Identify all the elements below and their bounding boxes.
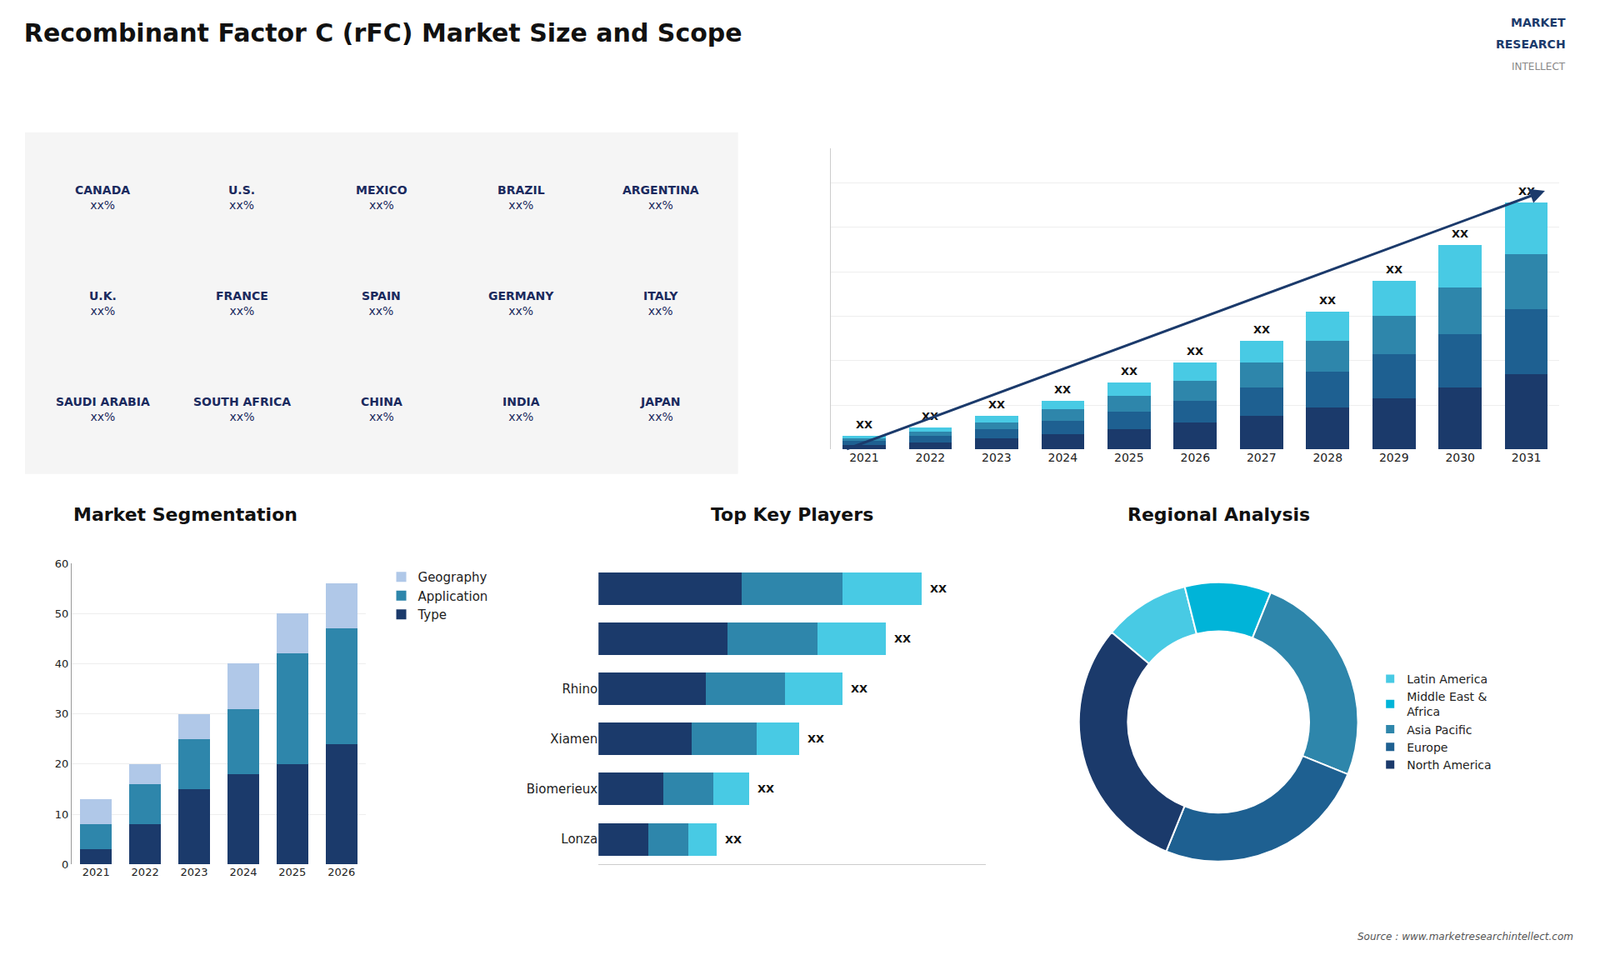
svg-text:Latin America: Latin America bbox=[1406, 672, 1488, 686]
svg-text:Geography: Geography bbox=[418, 570, 488, 585]
svg-text:FRANCExx%: FRANCExx% bbox=[215, 289, 269, 318]
svg-text:XX: XX bbox=[988, 398, 1005, 411]
svg-text:2028: 2028 bbox=[1312, 450, 1343, 465]
svg-text:XX: XX bbox=[807, 732, 825, 745]
svg-text:XX: XX bbox=[894, 632, 911, 645]
svg-text:XX: XX bbox=[757, 782, 775, 795]
svg-text:XX: XX bbox=[1253, 323, 1270, 336]
svg-text:2027: 2027 bbox=[1246, 450, 1277, 465]
svg-text:RESEARCH: RESEARCH bbox=[1495, 37, 1566, 51]
svg-text:2021: 2021 bbox=[849, 450, 880, 465]
svg-text:10: 10 bbox=[55, 808, 70, 821]
svg-text:40: 40 bbox=[55, 657, 70, 670]
svg-text:XX: XX bbox=[1186, 345, 1204, 358]
svg-text:Type: Type bbox=[417, 607, 447, 623]
svg-text:2022: 2022 bbox=[915, 450, 946, 465]
svg-text:North America: North America bbox=[1406, 758, 1491, 772]
svg-text:U.K.xx%: U.K.xx% bbox=[89, 289, 117, 318]
svg-text:SAUDI ARABIAxx%: SAUDI ARABIAxx% bbox=[55, 395, 150, 424]
svg-text:SOUTH AFRICAxx%: SOUTH AFRICAxx% bbox=[193, 395, 291, 424]
svg-text:2024: 2024 bbox=[1048, 450, 1079, 465]
svg-text:Europe: Europe bbox=[1406, 740, 1448, 755]
svg-text:Rhino: Rhino bbox=[561, 681, 598, 697]
svg-text:INDIAxx%: INDIAxx% bbox=[502, 395, 540, 424]
svg-text:CHINAxx%: CHINAxx% bbox=[360, 395, 403, 424]
svg-text:Top Key Players: Top Key Players bbox=[710, 504, 874, 525]
svg-text:XX: XX bbox=[1120, 365, 1138, 378]
svg-text:2025: 2025 bbox=[1114, 450, 1145, 465]
svg-text:Lonza: Lonza bbox=[560, 831, 598, 847]
svg-text:CANADAxx%: CANADAxx% bbox=[75, 183, 130, 212]
svg-text:50: 50 bbox=[55, 607, 70, 620]
svg-text:2023: 2023 bbox=[981, 450, 1012, 465]
svg-text:2025: 2025 bbox=[278, 865, 306, 879]
svg-text:Source : www.marketresearchint: Source : www.marketresearchintellect.com bbox=[1357, 930, 1574, 943]
svg-text:XX: XX bbox=[921, 410, 939, 423]
svg-text:XX: XX bbox=[1518, 185, 1535, 198]
svg-text:BRAZILxx%: BRAZILxx% bbox=[497, 183, 545, 212]
svg-text:Regional Analysis: Regional Analysis bbox=[1127, 504, 1310, 525]
svg-text:XX: XX bbox=[1319, 294, 1336, 307]
svg-text:XX: XX bbox=[1451, 227, 1469, 240]
svg-text:2023: 2023 bbox=[180, 865, 209, 879]
svg-text:Biomerieux: Biomerieux bbox=[526, 781, 599, 797]
svg-text:2022: 2022 bbox=[131, 865, 160, 879]
svg-text:INTELLECT: INTELLECT bbox=[1511, 60, 1566, 73]
svg-text:MARKET: MARKET bbox=[1510, 15, 1566, 30]
svg-text:2029: 2029 bbox=[1379, 450, 1410, 465]
svg-text:SPAINxx%: SPAINxx% bbox=[361, 289, 401, 318]
svg-text:GERMANYxx%: GERMANYxx% bbox=[488, 289, 555, 318]
svg-text:XX: XX bbox=[855, 418, 873, 431]
svg-text:ARGENTINAxx%: ARGENTINAxx% bbox=[622, 183, 700, 212]
svg-text:30: 30 bbox=[55, 707, 70, 720]
svg-text:Asia Pacific: Asia Pacific bbox=[1406, 723, 1472, 737]
svg-text:60: 60 bbox=[55, 557, 70, 570]
svg-text:MEXICOxx%: MEXICOxx% bbox=[355, 183, 408, 212]
svg-text:XX: XX bbox=[725, 833, 742, 846]
svg-text:XX: XX bbox=[1385, 263, 1403, 276]
svg-text:2030: 2030 bbox=[1445, 450, 1475, 465]
svg-text:2026: 2026 bbox=[1180, 450, 1210, 465]
svg-text:2021: 2021 bbox=[82, 865, 110, 879]
svg-text:JAPANxx%: JAPANxx% bbox=[640, 395, 681, 424]
svg-text:ITALYxx%: ITALYxx% bbox=[643, 289, 679, 318]
svg-text:Xiamen: Xiamen bbox=[550, 731, 598, 747]
svg-text:Application: Application bbox=[418, 589, 489, 605]
svg-text:2024: 2024 bbox=[229, 865, 257, 879]
svg-text:Middle East &Africa: Middle East &Africa bbox=[1406, 690, 1487, 719]
svg-text:U.S.xx%: U.S.xx% bbox=[228, 183, 255, 212]
svg-text:20: 20 bbox=[55, 757, 70, 770]
svg-text:XX: XX bbox=[930, 582, 947, 595]
svg-text:0: 0 bbox=[61, 858, 69, 871]
svg-text:Market Segmentation: Market Segmentation bbox=[73, 504, 298, 525]
svg-text:2026: 2026 bbox=[327, 865, 355, 879]
svg-text:2031: 2031 bbox=[1511, 450, 1542, 465]
svg-text:XX: XX bbox=[850, 682, 868, 695]
svg-text:XX: XX bbox=[1054, 383, 1071, 396]
svg-text:Recombinant Factor C (rFC) Mar: Recombinant Factor C (rFC) Market Size a… bbox=[24, 18, 743, 48]
